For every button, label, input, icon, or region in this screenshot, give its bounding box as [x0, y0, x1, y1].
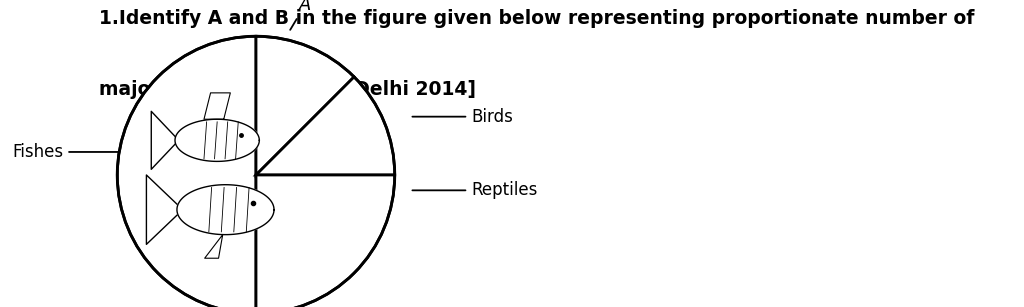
Text: Fishes: Fishes [12, 143, 147, 161]
Polygon shape [204, 93, 230, 119]
Text: Birds: Birds [413, 108, 513, 126]
Polygon shape [146, 175, 177, 244]
Wedge shape [118, 36, 256, 307]
Text: A: A [290, 0, 311, 30]
Text: major vertebrate taxa. [Delhi 2014]: major vertebrate taxa. [Delhi 2014] [99, 80, 476, 99]
Text: Reptiles: Reptiles [413, 181, 538, 199]
Polygon shape [177, 185, 274, 235]
Wedge shape [256, 175, 394, 307]
Wedge shape [256, 77, 394, 175]
Polygon shape [152, 111, 175, 169]
Wedge shape [256, 36, 354, 175]
Polygon shape [205, 235, 222, 258]
Polygon shape [175, 119, 259, 161]
Text: 1.Identify A and B in the figure given below representing proportionate number o: 1.Identify A and B in the figure given b… [99, 9, 975, 28]
